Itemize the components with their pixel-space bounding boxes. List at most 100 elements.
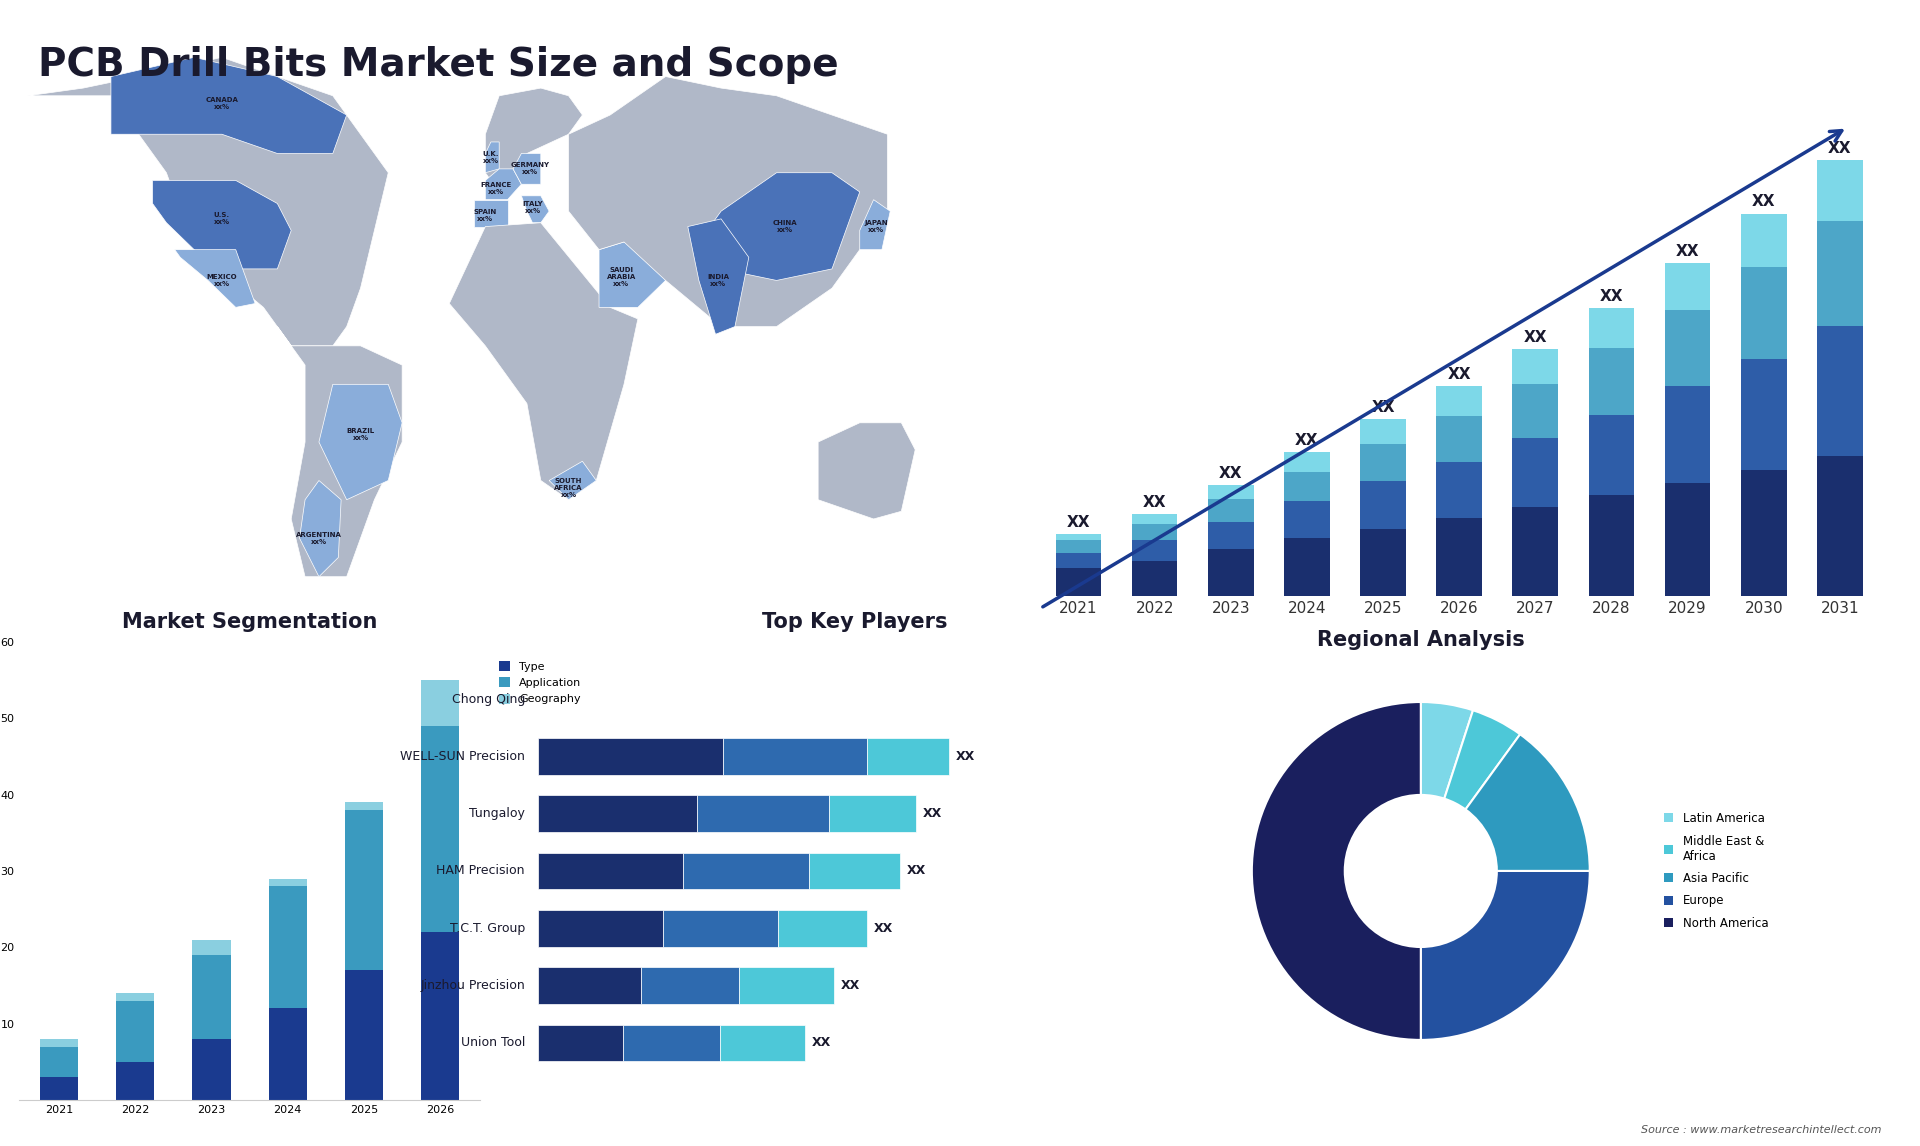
Text: XX: XX xyxy=(924,807,943,821)
Bar xyxy=(1665,309,1711,386)
Bar xyxy=(1056,534,1102,541)
Polygon shape xyxy=(707,173,860,281)
Legend: Type, Application, Geography: Type, Application, Geography xyxy=(495,657,586,709)
FancyBboxPatch shape xyxy=(724,738,868,775)
Bar xyxy=(1359,444,1405,481)
Polygon shape xyxy=(687,219,749,335)
Text: JAPAN
xx%: JAPAN xx% xyxy=(864,220,889,233)
Bar xyxy=(1816,456,1862,596)
Text: U.S.
xx%: U.S. xx% xyxy=(213,212,230,226)
Bar xyxy=(1588,495,1634,596)
Bar xyxy=(1741,359,1788,470)
Polygon shape xyxy=(549,462,597,500)
Bar xyxy=(117,1062,154,1100)
Wedge shape xyxy=(1444,711,1521,809)
Bar xyxy=(420,725,459,932)
Polygon shape xyxy=(175,250,255,307)
Bar xyxy=(1284,501,1331,539)
Bar xyxy=(1208,549,1254,596)
FancyBboxPatch shape xyxy=(538,967,641,1004)
Bar xyxy=(192,940,230,955)
Bar xyxy=(1436,462,1482,518)
Text: XX: XX xyxy=(1599,289,1622,304)
Polygon shape xyxy=(486,142,499,173)
Polygon shape xyxy=(300,480,342,576)
Text: T.C.T. Group: T.C.T. Group xyxy=(449,921,524,935)
Text: MEXICO
xx%: MEXICO xx% xyxy=(207,274,238,286)
Text: FRANCE
xx%: FRANCE xx% xyxy=(480,181,513,195)
Bar xyxy=(1588,348,1634,415)
Bar xyxy=(117,994,154,1062)
Text: Jinzhou Precision: Jinzhou Precision xyxy=(420,979,524,992)
Bar xyxy=(1284,539,1331,596)
Polygon shape xyxy=(513,154,541,185)
Text: XX: XX xyxy=(956,749,975,763)
Text: XX: XX xyxy=(1448,367,1471,382)
Bar xyxy=(1131,513,1177,524)
Polygon shape xyxy=(599,242,666,307)
Bar xyxy=(1056,568,1102,596)
Bar xyxy=(346,802,382,810)
Bar xyxy=(1359,481,1405,528)
Text: XX: XX xyxy=(1142,495,1165,510)
Text: XX: XX xyxy=(1296,433,1319,448)
FancyBboxPatch shape xyxy=(538,853,684,889)
Bar xyxy=(1056,541,1102,552)
Text: XX: XX xyxy=(874,921,893,935)
FancyBboxPatch shape xyxy=(829,795,916,832)
Title: Top Key Players: Top Key Players xyxy=(762,612,947,631)
Wedge shape xyxy=(1252,702,1421,1039)
Bar xyxy=(269,879,307,886)
Text: XX: XX xyxy=(1676,244,1699,259)
Polygon shape xyxy=(319,384,401,500)
Text: XX: XX xyxy=(812,1036,831,1050)
FancyBboxPatch shape xyxy=(538,910,662,947)
Text: SPAIN
xx%: SPAIN xx% xyxy=(474,209,497,221)
Polygon shape xyxy=(152,180,292,269)
FancyBboxPatch shape xyxy=(538,738,724,775)
FancyBboxPatch shape xyxy=(641,967,739,1004)
Bar xyxy=(117,994,154,1000)
Text: XX: XX xyxy=(1371,400,1394,415)
Text: HAM Precision: HAM Precision xyxy=(436,864,524,878)
Bar xyxy=(269,879,307,1008)
Polygon shape xyxy=(27,57,388,346)
Bar xyxy=(1665,386,1711,482)
Polygon shape xyxy=(522,196,549,222)
Text: ITALY
xx%: ITALY xx% xyxy=(522,201,543,214)
Bar xyxy=(420,680,459,725)
Bar xyxy=(1436,386,1482,416)
Text: SAUDI
ARABIA
xx%: SAUDI ARABIA xx% xyxy=(607,267,636,286)
Bar xyxy=(40,1039,79,1046)
FancyBboxPatch shape xyxy=(538,1025,624,1061)
Bar xyxy=(1284,472,1331,501)
Wedge shape xyxy=(1421,871,1590,1039)
Bar xyxy=(192,940,230,1039)
Polygon shape xyxy=(276,327,401,576)
Bar xyxy=(1513,508,1559,596)
FancyBboxPatch shape xyxy=(810,853,900,889)
Text: ARGENTINA
xx%: ARGENTINA xx% xyxy=(296,532,342,544)
FancyBboxPatch shape xyxy=(684,853,810,889)
Polygon shape xyxy=(449,222,637,500)
FancyBboxPatch shape xyxy=(868,738,950,775)
Wedge shape xyxy=(1465,735,1590,871)
FancyBboxPatch shape xyxy=(662,910,778,947)
Bar xyxy=(1056,552,1102,568)
FancyBboxPatch shape xyxy=(739,967,833,1004)
Wedge shape xyxy=(1421,702,1473,799)
Text: SOUTH
AFRICA
xx%: SOUTH AFRICA xx% xyxy=(555,478,584,499)
Text: INDIA
xx%: INDIA xx% xyxy=(707,274,730,286)
Bar xyxy=(1816,325,1862,456)
Title: Market Segmentation: Market Segmentation xyxy=(121,612,378,631)
Bar xyxy=(1208,485,1254,500)
FancyBboxPatch shape xyxy=(624,1025,720,1061)
Bar xyxy=(1284,452,1331,472)
Polygon shape xyxy=(860,199,891,250)
Bar xyxy=(346,802,382,971)
Bar xyxy=(1741,267,1788,359)
Bar xyxy=(1131,540,1177,560)
FancyBboxPatch shape xyxy=(778,910,868,947)
Text: GERMANY
xx%: GERMANY xx% xyxy=(511,163,549,175)
Text: XX: XX xyxy=(906,864,925,878)
